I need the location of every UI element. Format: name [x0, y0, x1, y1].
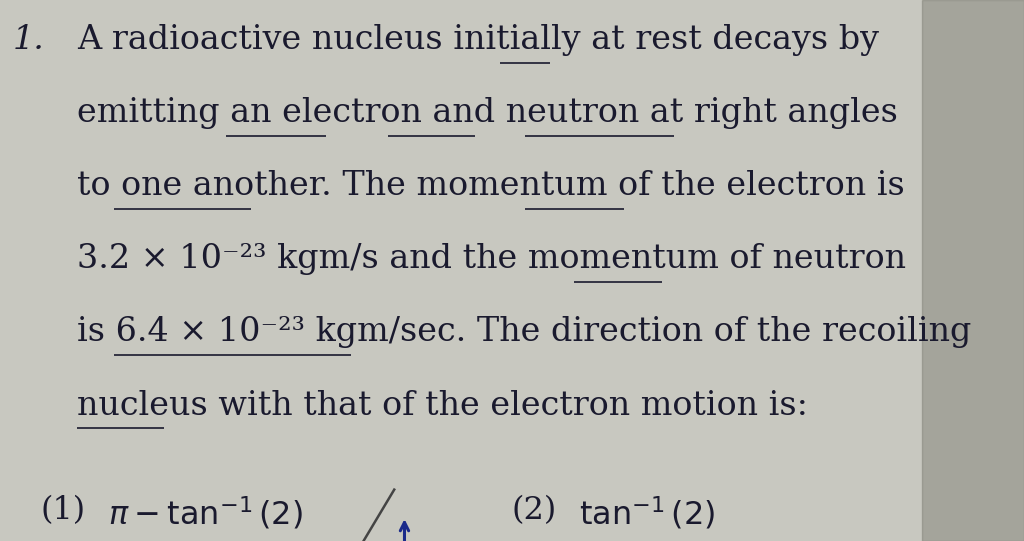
Text: $\pi-\tan^{-1}(2)$: $\pi-\tan^{-1}(2)$ — [108, 495, 302, 532]
Text: $\tan^{-1}(2)$: $\tan^{-1}(2)$ — [579, 495, 715, 532]
Text: (1): (1) — [41, 495, 86, 526]
Text: 3.2 × 10⁻²³ kgm/s and the momentum of neutron: 3.2 × 10⁻²³ kgm/s and the momentum of ne… — [77, 243, 906, 275]
Text: A radioactive nucleus initially at rest decays by: A radioactive nucleus initially at rest … — [77, 24, 879, 56]
Text: 1.: 1. — [12, 24, 44, 56]
Text: nucleus with that of the electron motion is:: nucleus with that of the electron motion… — [77, 390, 808, 421]
Text: is 6.4 × 10⁻²³ kgm/sec. The direction of the recoiling: is 6.4 × 10⁻²³ kgm/sec. The direction of… — [77, 316, 971, 348]
Text: emitting an electron and neutron at right angles: emitting an electron and neutron at righ… — [77, 97, 898, 129]
Text: to one another. The momentum of the electron is: to one another. The momentum of the elec… — [77, 170, 904, 202]
Text: (2): (2) — [512, 495, 557, 526]
Bar — [922, 0, 1024, 541]
